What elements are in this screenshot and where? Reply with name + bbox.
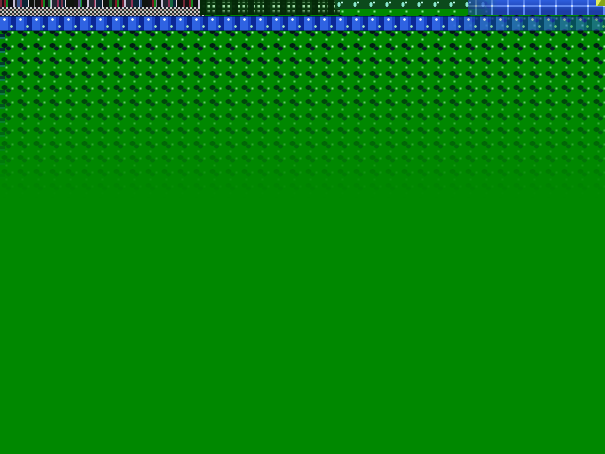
blue-cross-patch: [468, 0, 605, 15]
static-noise-strip: [0, 0, 205, 8]
green-noise-strip: [200, 0, 340, 15]
fading-dot-pattern: [0, 0, 605, 205]
left-edge-artifact: [0, 34, 5, 184]
teal-glyph-row: [335, 0, 485, 9]
blue-glitch-band: [0, 16, 605, 31]
corner-glitch-speck: [596, 0, 605, 6]
dither-static-strip: [0, 7, 205, 16]
